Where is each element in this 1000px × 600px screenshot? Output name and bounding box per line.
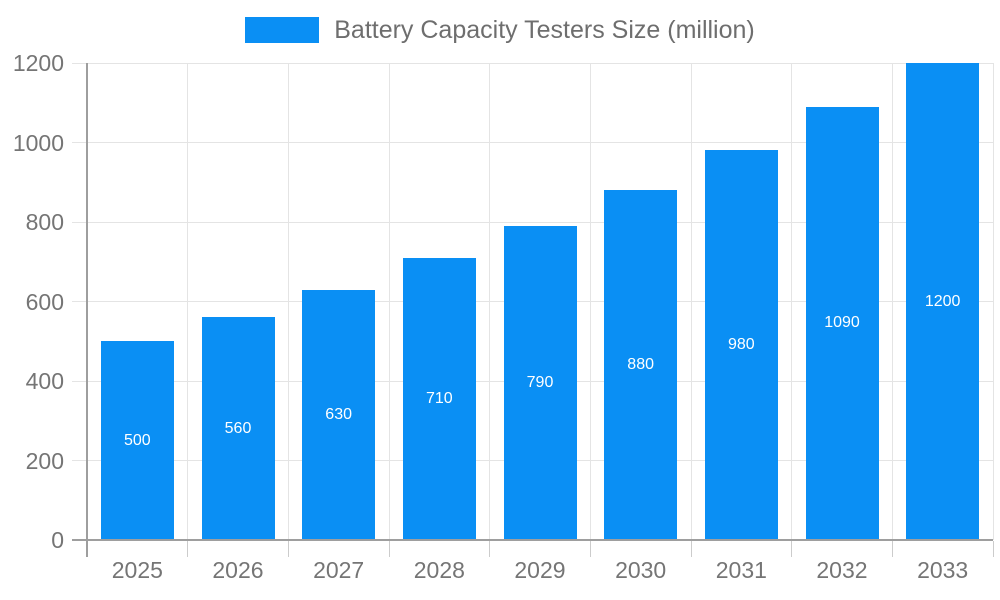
y-tick-label: 200 — [25, 447, 64, 474]
bar-value-label: 980 — [727, 336, 755, 354]
y-axis-tick — [72, 221, 87, 223]
v-gridline — [791, 63, 793, 540]
v-gridline — [187, 63, 189, 540]
v-gridline — [589, 63, 591, 540]
x-axis-tick — [187, 541, 189, 557]
x-axis-line — [72, 539, 993, 541]
y-axis-tick — [72, 142, 87, 143]
y-axis-tick — [72, 301, 87, 302]
legend-swatch — [245, 17, 320, 43]
bar-value-label: 880 — [627, 356, 654, 374]
x-axis-tick — [992, 541, 994, 557]
h-gridline — [87, 142, 993, 143]
y-axis-tick — [72, 460, 87, 461]
y-tick-label: 600 — [25, 288, 64, 315]
x-axis-tick — [791, 541, 793, 557]
x-axis-tick — [388, 541, 390, 557]
v-gridline — [690, 63, 692, 540]
y-tick-label: 800 — [25, 209, 64, 235]
y-axis-line — [86, 63, 88, 557]
bar[interactable]: 980 — [704, 150, 778, 540]
x-tick-label: 2026 — [212, 557, 264, 583]
y-tick-label: 1000 — [12, 129, 64, 156]
x-tick-label: 2027 — [313, 557, 365, 583]
x-tick-label: 2030 — [615, 557, 667, 583]
bar-value-label: 1200 — [924, 292, 961, 310]
y-axis-tick — [72, 380, 87, 382]
x-axis-tick — [287, 541, 289, 557]
legend-label: Battery Capacity Testers Size (million) — [334, 15, 755, 44]
x-axis-tick — [690, 541, 692, 557]
v-gridline — [489, 63, 491, 540]
x-tick-label: 2033 — [917, 557, 969, 583]
y-tick-label: 400 — [25, 368, 64, 394]
x-axis-tick — [589, 541, 591, 557]
bar[interactable]: 630 — [302, 289, 376, 540]
bar-value-label: 500 — [123, 431, 151, 449]
bar[interactable]: 880 — [604, 190, 678, 540]
bar-value-label: 1090 — [824, 314, 860, 332]
h-gridline — [87, 62, 993, 64]
x-tick-label: 2025 — [111, 557, 163, 583]
x-tick-label: 2032 — [816, 557, 868, 583]
bar[interactable]: 1090 — [805, 106, 879, 540]
x-axis-tick — [489, 541, 491, 557]
bar[interactable]: 710 — [402, 257, 476, 540]
v-gridline — [992, 63, 994, 540]
legend: Battery Capacity Testers Size (million) — [0, 15, 1000, 45]
x-tick-label: 2029 — [514, 557, 566, 583]
x-tick-label: 2031 — [715, 557, 767, 583]
x-axis-tick — [891, 541, 893, 557]
bar[interactable]: 790 — [503, 225, 577, 540]
y-tick-label: 0 — [51, 527, 64, 553]
bar-value-label: 790 — [526, 373, 554, 391]
v-gridline — [891, 63, 893, 540]
v-gridline — [388, 63, 390, 540]
x-tick-label: 2028 — [413, 557, 465, 583]
bar[interactable]: 500 — [100, 341, 174, 540]
bar-value-label: 710 — [425, 389, 453, 407]
y-axis-tick — [72, 62, 87, 64]
bar-value-label: 560 — [224, 419, 252, 437]
bar-value-label: 630 — [325, 405, 352, 423]
bar[interactable]: 560 — [201, 317, 275, 540]
y-tick-label: 1200 — [12, 50, 64, 76]
bar[interactable]: 1200 — [906, 63, 980, 540]
h-gridline — [87, 221, 993, 223]
v-gridline — [287, 63, 289, 540]
